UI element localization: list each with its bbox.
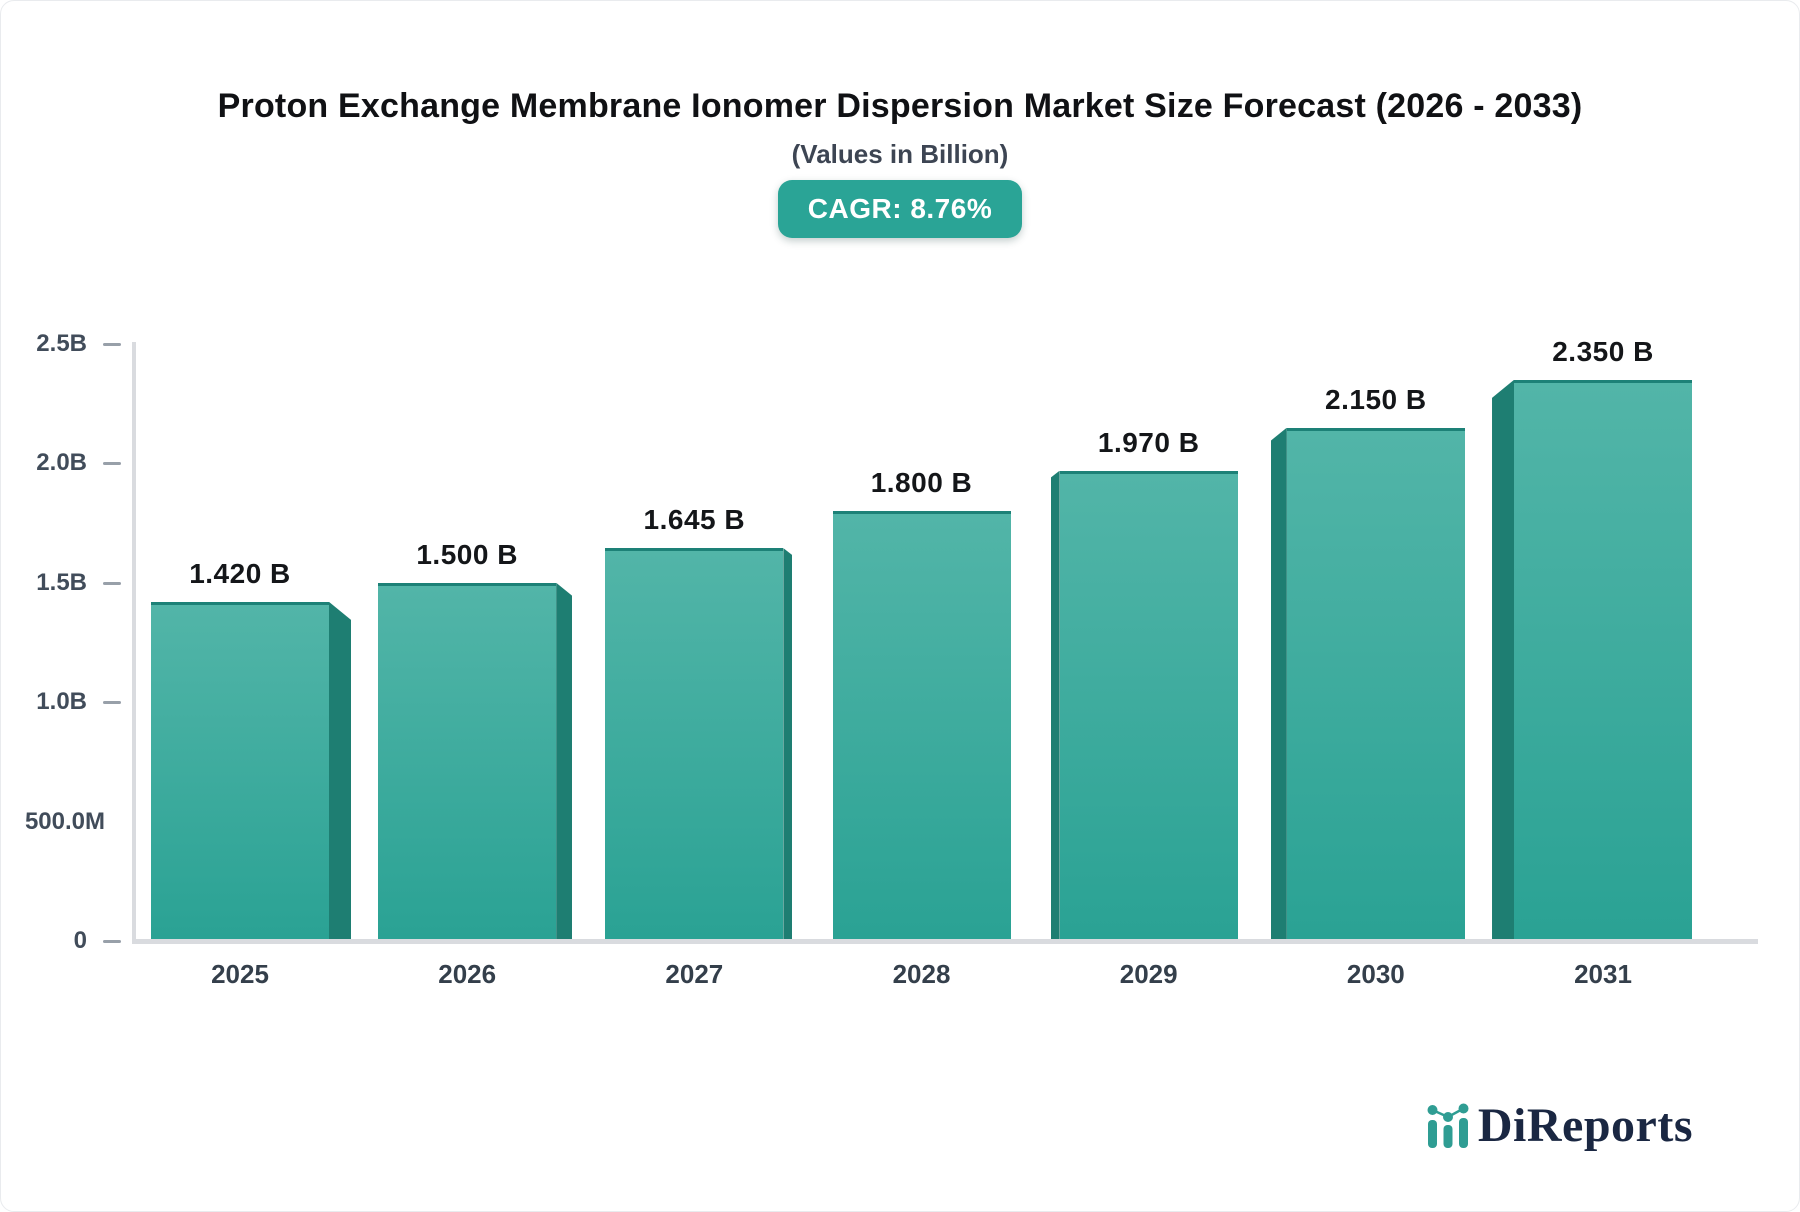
y-tick-label: 1.5B — [36, 568, 87, 596]
bar-value-label: 1.420 B — [189, 557, 291, 589]
y-tick-dash — [103, 343, 121, 346]
direports-logo: DiReports — [1425, 1098, 1693, 1153]
logo-text: DiReports — [1477, 1099, 1693, 1152]
y-tick-label: 0 — [73, 927, 87, 954]
y-tick-label: 1.0B — [36, 688, 87, 716]
bar-chart-logo-icon — [1427, 1103, 1469, 1148]
bar-value-label: 1.970 B — [1097, 426, 1200, 458]
x-axis-line — [132, 939, 1758, 944]
bar-2027[interactable] — [605, 548, 784, 939]
y-tick-dash — [103, 701, 121, 705]
bar-value-label: 2.350 B — [1552, 335, 1654, 367]
bar-value-label: 1.645 B — [643, 504, 746, 536]
bar-side-3d — [1270, 427, 1287, 939]
x-axis-label: 2027 — [665, 959, 724, 989]
y-tick-dash — [103, 940, 121, 943]
bar-2026[interactable] — [378, 582, 557, 939]
y-axis-line — [132, 342, 136, 943]
x-axis-label: 2025 — [211, 959, 269, 989]
bar-2030[interactable] — [1286, 427, 1465, 939]
y-tick-label: 2.0B — [36, 449, 87, 477]
x-axis-label: 2030 — [1346, 959, 1405, 989]
bar-side-3d — [329, 601, 351, 939]
x-axis-label: 2028 — [892, 959, 951, 989]
x-axis-label: 2031 — [1574, 959, 1632, 989]
chart-title: Proton Exchange Membrane Ionomer Dispers… — [217, 87, 1583, 125]
chart-header: Proton Exchange Membrane Ionomer Dispers… — [1, 1, 1799, 238]
bar-2025[interactable] — [151, 601, 329, 939]
y-tick-label: 500.0M — [24, 807, 105, 835]
bar-2031[interactable] — [1514, 379, 1693, 939]
chart-subtitle: (Values in Billion) — [791, 138, 1009, 169]
bar-value-label: 1.800 B — [870, 467, 973, 499]
y-tick-dash — [103, 581, 121, 585]
bar-side-3d — [783, 548, 793, 939]
x-axis-label: 2026 — [438, 959, 497, 989]
y-tick-label: 2.5B — [36, 330, 87, 357]
bar-2028[interactable] — [832, 511, 1011, 939]
y-tick-dash — [103, 462, 121, 466]
bar-side-3d — [556, 582, 573, 939]
bar-side-3d — [1492, 379, 1515, 939]
bar-value-label: 2.150 B — [1325, 383, 1427, 415]
bar-side-3d — [1050, 470, 1060, 939]
bar-value-label: 1.500 B — [416, 538, 518, 570]
x-axis-label: 2029 — [1119, 959, 1178, 989]
bar-2029[interactable] — [1059, 470, 1238, 939]
cagr-badge: CAGR: 8.76% — [777, 179, 1023, 238]
